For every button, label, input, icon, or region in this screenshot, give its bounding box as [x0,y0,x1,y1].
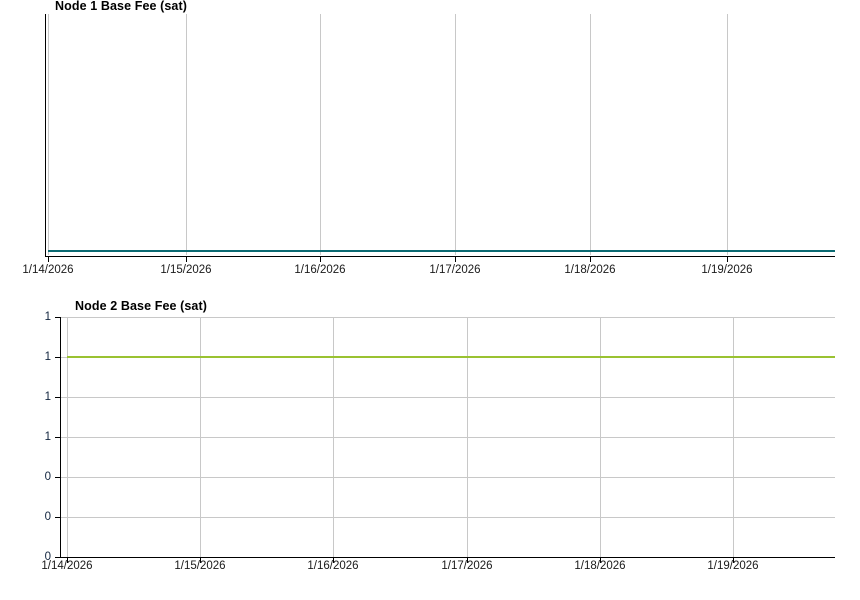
x-axis-node-1 [45,256,835,257]
gridline-v-node-1-1 [186,14,187,255]
x-tick-label-node-1-1: 1/15/2026 [160,264,212,276]
series-line-node-1 [48,250,835,252]
gridline-v-node-1-4 [590,14,591,255]
gridline-v-node-1-2 [320,14,321,255]
gridline-h-node-2-0 [60,317,835,318]
y-tick-mark-node-2-1 [55,357,60,358]
y-tick-mark-node-2-0 [55,317,60,318]
gridline-h-node-2-3 [60,437,835,438]
x-tick-label-node-1-2: 1/16/2026 [294,264,346,276]
y-tick-label-node-2-5: 0 [44,511,51,523]
gridline-v-node-2-5 [733,317,734,557]
gridline-h-node-2-4 [60,477,835,478]
x-tick-label-node-1-0: 1/14/2026 [22,264,74,276]
y-tick-mark-node-2-6 [55,557,60,558]
x-tick-mark-node-1-1 [186,257,187,262]
x-tick-mark-node-2-4 [600,558,601,563]
gridline-v-node-1-5 [727,14,728,255]
y-axis-node-2 [60,317,61,558]
y-axis-node-1 [45,14,46,257]
y-tick-mark-node-2-2 [55,397,60,398]
gridline-h-node-2-2 [60,397,835,398]
gridline-v-node-2-0 [67,317,68,557]
x-tick-mark-node-2-0 [67,558,68,563]
chart-title-node-1: Node 1 Base Fee (sat) [55,0,188,13]
x-tick-mark-node-2-2 [333,558,334,563]
gridline-v-node-1-0 [48,14,49,255]
y-tick-label-node-2-2: 1 [44,391,51,403]
chart-title-node-2: Node 2 Base Fee (sat) [75,299,208,313]
y-tick-label-node-2-0: 1 [44,311,51,323]
gridline-h-node-2-5 [60,517,835,518]
y-tick-label-node-2-3: 1 [44,431,51,443]
x-tick-mark-node-2-5 [733,558,734,563]
x-tick-label-node-2-4: 1/18/2026 [574,560,626,572]
gridline-v-node-2-3 [467,317,468,557]
gridline-v-node-2-1 [200,317,201,557]
x-tick-label-node-1-4: 1/18/2026 [564,264,616,276]
y-tick-mark-node-2-4 [55,477,60,478]
y-tick-label-node-2-1: 1 [44,351,51,363]
x-tick-mark-node-2-1 [200,558,201,563]
gridline-v-node-2-2 [333,317,334,557]
gridline-v-node-1-3 [455,14,456,255]
x-axis-node-2 [60,557,835,558]
plot-area-node-1 [45,14,835,255]
x-tick-mark-node-1-4 [590,257,591,262]
y-tick-label-node-2-4: 0 [44,471,51,483]
x-tick-label-node-2-5: 1/19/2026 [707,560,759,572]
y-tick-mark-node-2-5 [55,517,60,518]
x-tick-label-node-1-3: 1/17/2026 [429,264,481,276]
x-tick-label-node-2-3: 1/17/2026 [441,560,493,572]
x-tick-label-node-1-5: 1/19/2026 [701,264,753,276]
x-tick-mark-node-1-5 [727,257,728,262]
x-tick-label-node-2-2: 1/16/2026 [307,560,359,572]
y-tick-mark-node-2-3 [55,437,60,438]
y-tick-label-node-2-6: 0 [44,551,51,563]
x-tick-mark-node-1-2 [320,257,321,262]
gridline-v-node-2-4 [600,317,601,557]
x-tick-mark-node-1-0 [48,257,49,262]
x-tick-mark-node-2-3 [467,558,468,563]
x-tick-label-node-2-1: 1/15/2026 [174,560,226,572]
x-tick-mark-node-1-3 [455,257,456,262]
plot-area-node-2 [60,317,835,557]
series-line-node-2 [67,356,835,358]
x-tick-label-node-2-0: 1/14/2026 [41,560,93,572]
